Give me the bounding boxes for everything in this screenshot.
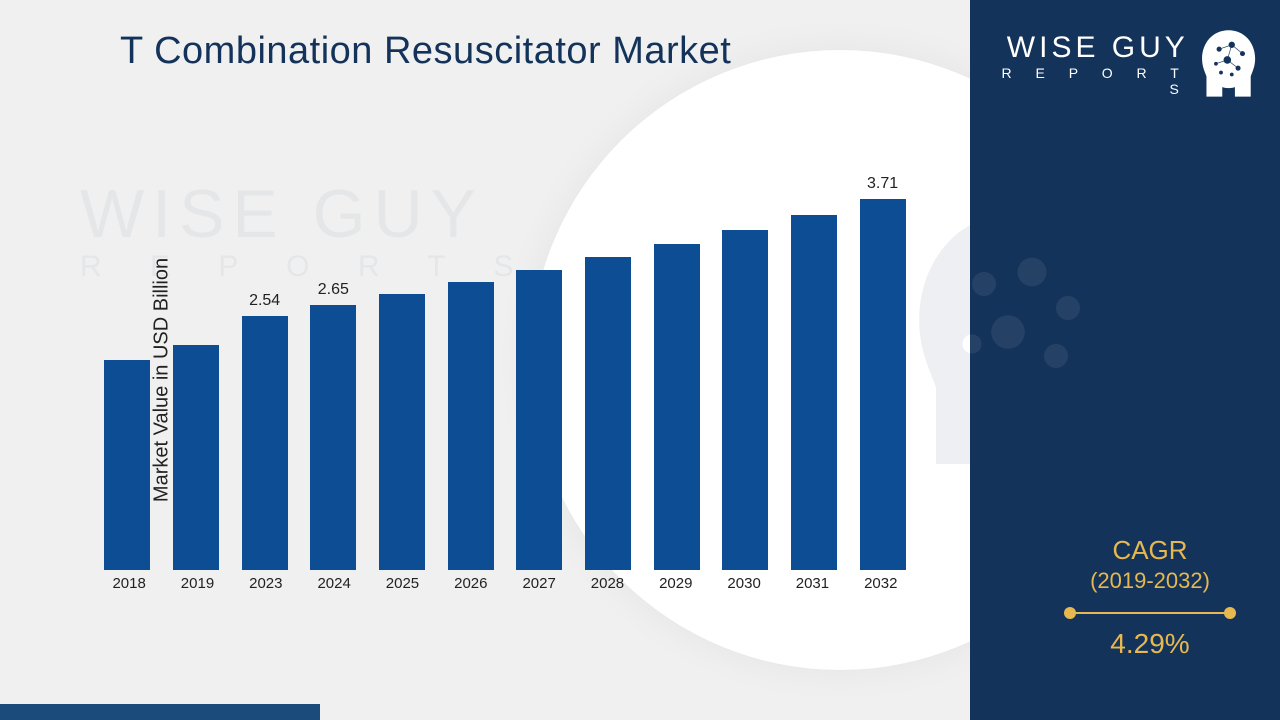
bar-group: 2.88: [441, 258, 501, 570]
bar: [242, 316, 288, 570]
cagr-value: 4.29%: [1020, 628, 1280, 660]
x-tick-label: 2028: [577, 575, 637, 592]
x-tick-label: 2018: [99, 575, 159, 592]
bottom-accent-bar: [0, 704, 320, 720]
x-tick-label: 2027: [509, 575, 569, 592]
x-axis: 2018 2019 2023 2024 2025 2026 2027 2028 2029 2030…: [95, 575, 915, 592]
bar-group: 3.13: [578, 233, 638, 570]
bar: [310, 305, 356, 570]
bar-value-label: 3.71: [867, 175, 898, 195]
cagr-block: CAGR (2019-2032) 4.29%: [1020, 535, 1280, 660]
cagr-range: (2019-2032): [1020, 568, 1280, 594]
bar: [173, 345, 219, 570]
bar-group: 2.54: [235, 292, 295, 570]
bar-group: 2.76: [372, 270, 432, 570]
bar-group: 3.71: [853, 175, 913, 570]
x-tick-label: 2032: [851, 575, 911, 592]
bar-group: 3.55: [784, 191, 844, 570]
logo-text: WISE GUY R E P O R T S: [990, 33, 1189, 97]
x-tick-label: 2031: [782, 575, 842, 592]
x-tick-label: 2019: [167, 575, 227, 592]
bar: [379, 294, 425, 570]
bar: [448, 282, 494, 570]
x-tick-label: 2026: [441, 575, 501, 592]
bar: [516, 270, 562, 570]
cagr-label: CAGR: [1020, 535, 1280, 566]
bar: [860, 199, 906, 570]
bar-group: 3.00: [509, 246, 569, 570]
bar-group: 3.40: [715, 206, 775, 570]
x-tick-label: 2030: [714, 575, 774, 592]
watermark-head-icon: [900, 200, 1140, 488]
logo-sub: R E P O R T S: [990, 65, 1189, 97]
bar-value-label: 2.54: [249, 292, 280, 312]
logo-main: WISE GUY: [990, 33, 1189, 63]
bar: [585, 257, 631, 570]
chart-title: T Combination Resuscitator Market: [120, 30, 731, 73]
market-chart-page: WISE GUY R E P O R T S T Combination Res…: [0, 0, 1280, 720]
bar-chart: Market Value in USD Billion 2.102.252.54…: [40, 150, 920, 610]
brand-logo: WISE GUY R E P O R T S: [990, 20, 1260, 110]
plot-area: 2.102.25 2.54 2.65 2.762.883.003.133.263.40…: [95, 150, 915, 570]
x-tick-label: 2025: [372, 575, 432, 592]
bar: [722, 230, 768, 570]
bar-group: 2.25: [166, 321, 226, 570]
bar: [654, 244, 700, 570]
x-tick-label: 2024: [304, 575, 364, 592]
cagr-divider: [1070, 612, 1230, 614]
x-tick-label: 2029: [646, 575, 706, 592]
bar: [104, 360, 150, 570]
x-tick-label: 2023: [236, 575, 296, 592]
bar-group: 2.10: [97, 336, 157, 570]
bar-group: 3.26: [647, 220, 707, 570]
bar-value-label: 2.65: [318, 281, 349, 301]
bar: [791, 215, 837, 570]
logo-head-icon: [1197, 25, 1260, 105]
bar-group: 2.65: [303, 281, 363, 570]
